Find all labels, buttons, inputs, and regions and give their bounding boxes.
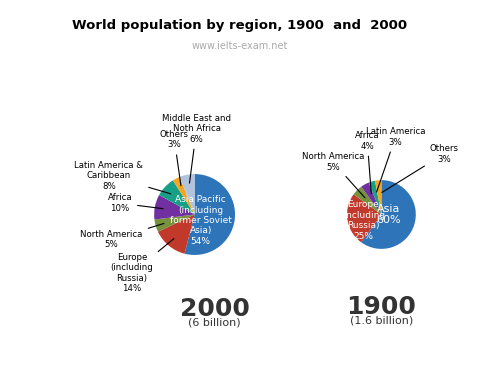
Text: Europe
(including
Russia)
14%: Europe (including Russia) 14% — [110, 239, 174, 293]
Text: (6 billion): (6 billion) — [189, 317, 241, 328]
Wedge shape — [180, 174, 194, 214]
Text: World population by region, 1900  and  2000: World population by region, 1900 and 200… — [72, 20, 408, 32]
Wedge shape — [347, 194, 382, 242]
Wedge shape — [369, 181, 382, 215]
Text: 2000: 2000 — [180, 298, 250, 321]
Text: Latin America &
Caribbean
8%: Latin America & Caribbean 8% — [74, 161, 171, 194]
Text: Africa
4%: Africa 4% — [355, 131, 380, 194]
Wedge shape — [361, 180, 416, 249]
Wedge shape — [375, 180, 382, 214]
Wedge shape — [173, 177, 194, 214]
Text: Latin America
3%: Latin America 3% — [366, 127, 425, 192]
Text: Africa
10%: Africa 10% — [108, 193, 163, 213]
Text: Middle East and
Noth Africa
6%: Middle East and Noth Africa 6% — [162, 114, 231, 183]
Wedge shape — [158, 215, 194, 254]
Text: www.ielts-exam.net: www.ielts-exam.net — [192, 41, 288, 51]
Text: Others
3%: Others 3% — [382, 144, 458, 193]
Text: Others
3%: Others 3% — [160, 130, 189, 186]
Wedge shape — [361, 183, 382, 215]
Wedge shape — [155, 215, 194, 232]
Wedge shape — [159, 180, 194, 214]
Text: North America
5%: North America 5% — [302, 152, 365, 198]
Wedge shape — [154, 195, 194, 220]
Wedge shape — [354, 187, 382, 215]
Text: 1900: 1900 — [347, 295, 416, 319]
Text: North America
5%: North America 5% — [81, 223, 164, 249]
Text: Asia
60%: Asia 60% — [376, 204, 401, 225]
Wedge shape — [184, 174, 235, 255]
Text: Asia Pacific
(including
former Soviet
Asia)
54%: Asia Pacific (including former Soviet As… — [170, 195, 231, 246]
Text: (1.6 billion): (1.6 billion) — [350, 316, 413, 326]
Text: Europe
(including
Russia)
25%: Europe (including Russia) 25% — [341, 200, 386, 241]
